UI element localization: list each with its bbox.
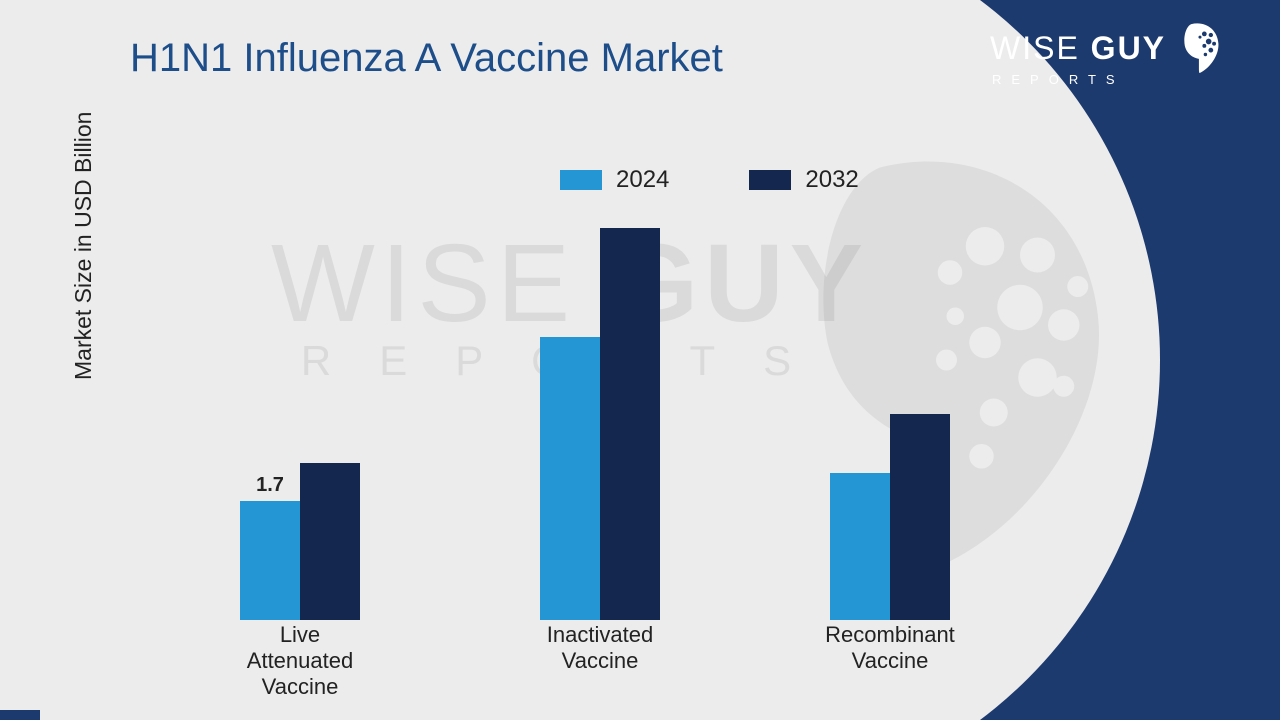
y-axis-label: Market Size in USD Billion — [70, 112, 97, 380]
legend-swatch-2024 — [560, 170, 602, 190]
legend-label-2032: 2032 — [805, 166, 858, 194]
bar-live-2024 — [240, 501, 300, 620]
legend: 2024 2032 — [560, 166, 859, 194]
legend-item-2024: 2024 — [560, 166, 669, 194]
logo-head-icon — [1174, 22, 1226, 74]
plot-area: 1.7 — [120, 200, 1020, 620]
chart-title: H1N1 Influenza A Vaccine Market — [130, 36, 723, 81]
x-label-inactivated: InactivatedVaccine — [500, 622, 700, 674]
x-axis-labels: LiveAttenuatedVaccine InactivatedVaccine R… — [120, 622, 1020, 702]
bar-recombinant-2024 — [830, 473, 890, 620]
chart-canvas: WISE GUY REPORTS WISE GUY REPORTS H1N1 I… — [0, 0, 1280, 720]
bar-inactivated-2032 — [600, 228, 660, 620]
bar-recombinant-2032 — [890, 414, 950, 621]
bar-inactivated-2024 — [540, 337, 600, 621]
logo-line1a: WISE — [990, 30, 1080, 66]
logo-line2: REPORTS — [990, 72, 1250, 87]
bottom-strip — [0, 710, 40, 720]
x-label-recombinant: RecombinantVaccine — [790, 622, 990, 674]
logo-line1b: GUY — [1091, 30, 1166, 66]
brand-logo: WISE GUY REPORTS — [990, 22, 1250, 87]
bar-live-2032 — [300, 463, 360, 621]
legend-label-2024: 2024 — [616, 166, 669, 194]
legend-swatch-2032 — [749, 170, 791, 190]
x-label-live: LiveAttenuatedVaccine — [200, 622, 400, 700]
value-label-live-2024: 1.7 — [250, 474, 290, 497]
legend-item-2032: 2032 — [749, 166, 858, 194]
